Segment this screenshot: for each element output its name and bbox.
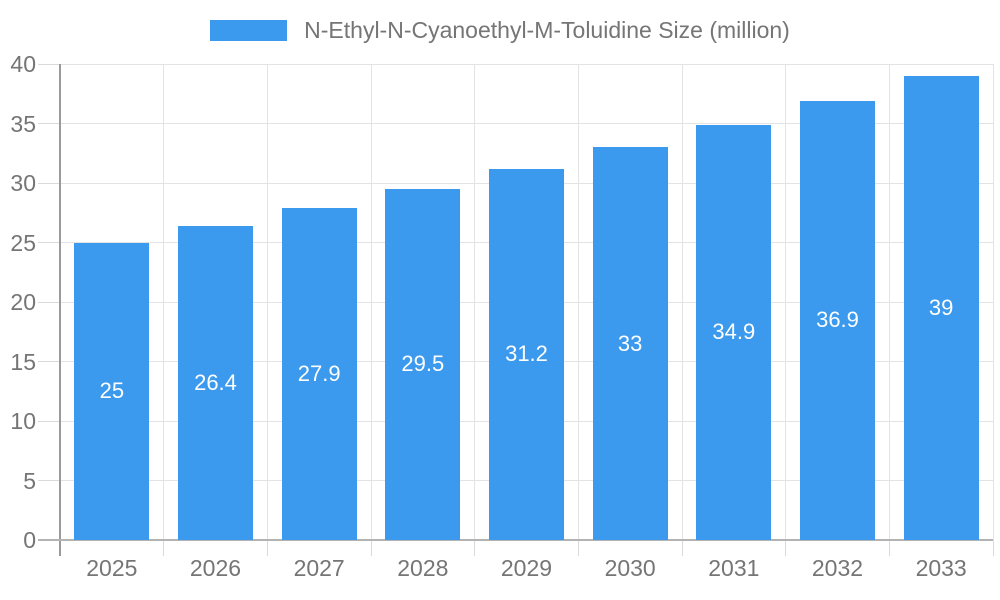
gridline-horizontal [60, 123, 993, 124]
x-axis-tick [370, 540, 372, 556]
y-axis-tick [38, 361, 60, 362]
x-axis-tick [681, 540, 683, 556]
bar-2029[interactable] [489, 168, 564, 540]
y-axis-tick-label: 5 [23, 467, 36, 494]
bar-value-label: 26.4 [194, 369, 237, 395]
gridline-vertical [888, 64, 890, 540]
y-axis-tick-label: 20 [10, 289, 36, 315]
legend-swatch [210, 19, 288, 41]
x-axis-tick [888, 540, 890, 556]
bar-2030[interactable] [592, 147, 668, 540]
legend[interactable]: N-Ethyl-N-Cyanoethyl-M-Toluidine Size (m… [0, 16, 1000, 44]
bar-2031[interactable] [696, 124, 772, 540]
y-axis-tick-label: 30 [10, 170, 36, 196]
bar-value-label: 25 [99, 378, 125, 404]
bar-2025[interactable] [74, 242, 150, 540]
bar-value-label: 36.9 [816, 307, 859, 333]
gridline-vertical [577, 64, 579, 540]
gridline-vertical [785, 64, 787, 540]
gridline-horizontal [60, 63, 993, 65]
y-axis-tick [38, 182, 60, 184]
gridline-vertical [992, 64, 994, 540]
bar-value-label: 33 [617, 330, 643, 356]
y-axis-tick-label: 35 [10, 110, 36, 137]
bar-2032[interactable] [800, 100, 875, 540]
y-axis-tick [38, 420, 60, 422]
y-axis-line [59, 64, 61, 556]
y-axis-tick-label: 25 [10, 229, 36, 256]
x-axis-line [38, 539, 993, 541]
y-axis-tick [38, 480, 60, 481]
x-axis-tick [992, 540, 994, 556]
x-axis-tick [163, 540, 165, 556]
y-axis-tick [38, 242, 60, 243]
bar-value-label: 27.9 [297, 360, 341, 386]
x-axis-tick-label: 2033 [915, 555, 967, 581]
legend-label: N-Ethyl-N-Cyanoethyl-M-Toluidine Size (m… [304, 17, 790, 43]
x-axis-tick-label: 2026 [189, 555, 242, 581]
bar-value-label: 34.9 [712, 319, 756, 345]
y-axis-tick [38, 63, 60, 65]
bar-2033[interactable] [903, 75, 979, 540]
x-axis-tick-label: 2032 [811, 555, 864, 581]
x-axis-tick-label: 2025 [86, 555, 138, 581]
x-axis-tick [785, 540, 787, 556]
y-axis-tick-label: 10 [10, 408, 36, 434]
y-axis-tick [38, 301, 60, 303]
y-axis-tick-label: 40 [10, 51, 36, 77]
x-axis-tick-label: 2031 [708, 555, 760, 581]
bar-2026[interactable] [178, 225, 253, 540]
y-axis-tick [38, 123, 60, 124]
x-axis-tick-label: 2030 [604, 555, 656, 581]
y-axis-tick-label: 15 [10, 348, 36, 375]
gridline-vertical [474, 64, 476, 540]
gridline-vertical [266, 64, 268, 540]
y-axis-tick-label: 0 [23, 527, 36, 553]
x-axis-tick-label: 2029 [500, 555, 553, 581]
bar-value-label: 29.5 [401, 351, 445, 377]
x-axis-tick [577, 540, 579, 556]
bar-2027[interactable] [281, 207, 357, 540]
bar-2028[interactable] [385, 188, 461, 540]
bar-value-label: 39 [928, 294, 954, 320]
x-axis-tick-label: 2028 [397, 555, 449, 581]
x-axis-tick-label: 2027 [293, 555, 345, 581]
gridline-vertical [163, 64, 165, 540]
x-axis-tick [474, 540, 476, 556]
gridline-vertical [370, 64, 372, 540]
gridline-vertical [681, 64, 683, 540]
bar-value-label: 31.2 [505, 341, 548, 367]
x-axis-tick [266, 540, 268, 556]
